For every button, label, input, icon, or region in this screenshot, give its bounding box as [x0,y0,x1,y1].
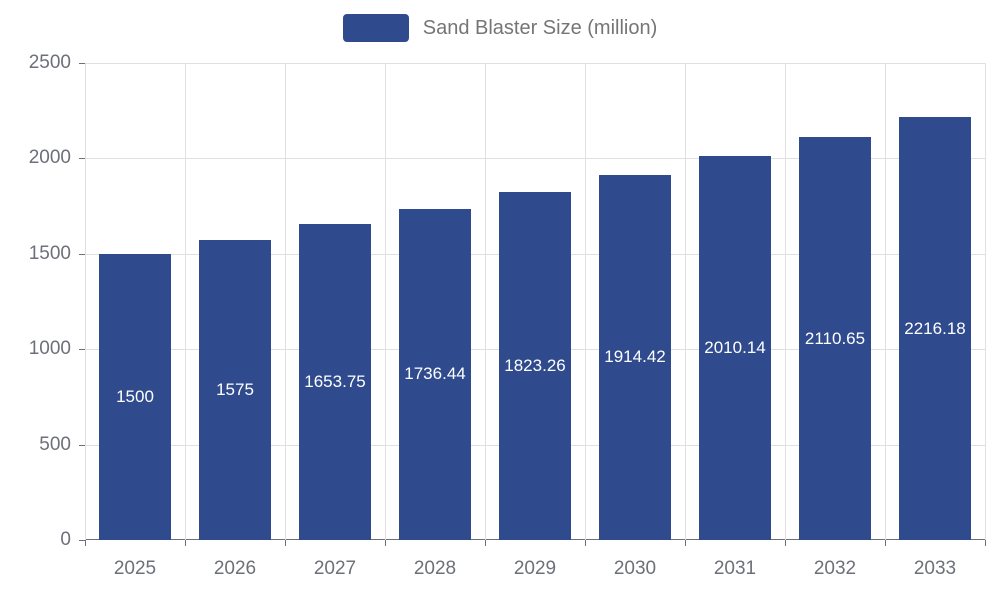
x-tick-mark [385,540,386,546]
x-tick-label: 2025 [113,558,157,579]
y-tick-label: 2000 [28,147,71,169]
x-tick-mark [885,540,886,546]
y-tick-label: 0 [60,529,71,550]
v-gridline [785,63,786,540]
bar [799,137,871,540]
x-tick-mark [785,540,786,546]
x-tick-mark [485,540,486,546]
x-tick-label: 2027 [313,558,357,579]
x-tick-mark [285,540,286,546]
legend-item[interactable]: Sand Blaster Size (million) [342,14,658,42]
bar [699,156,771,540]
x-tick-label: 2030 [613,558,657,579]
y-tick-mark [79,444,85,446]
x-tick-label: 2026 [213,558,257,579]
v-gridline [385,63,386,540]
y-tick-mark [79,63,85,64]
y-tick-label: 1000 [28,338,71,360]
h-gridline [85,63,985,64]
bar [499,192,571,540]
bar-value-label: 2216.18 [904,318,966,338]
h-gridline [85,158,985,160]
v-gridline [885,63,886,540]
bar-value-label: 2110.65 [804,328,866,348]
bar [599,174,671,540]
v-gridline [85,63,86,540]
y-tick-mark [79,349,85,351]
bar [399,208,471,540]
x-tick-label: 2029 [513,558,557,579]
x-tick-mark [85,540,86,546]
x-tick-mark [585,540,586,546]
bar [99,253,171,540]
v-gridline [985,63,986,540]
x-tick-mark [985,540,986,546]
bar-value-label: 1736.44 [404,364,466,384]
x-tick-mark [185,540,186,546]
y-tick-mark [79,253,85,255]
bar-value-label: 1653.75 [304,372,366,392]
y-tick-mark [79,158,85,160]
y-tick-label: 1500 [28,242,71,264]
v-gridline [185,63,186,540]
legend-swatch-icon [342,14,409,42]
bar-value-label: 1823.26 [504,356,566,376]
legend-label: Sand Blaster Size (million) [422,16,658,39]
y-tick-mark [79,540,85,541]
bar [299,224,371,540]
bar-value-label: 1575 [216,379,254,399]
legend: Sand Blaster Size (million) [0,14,1000,42]
x-tick-label: 2032 [813,558,857,579]
x-tick-label: 2031 [713,558,757,579]
v-gridline [485,63,486,540]
bar [899,117,971,540]
y-tick-label: 2500 [28,52,71,73]
y-tick-label: 500 [39,433,71,455]
x-tick-label: 2033 [913,558,957,579]
bar [199,239,271,540]
bar-value-label: 2010.14 [704,338,766,358]
plot-area: 0 500 1000 1500 2000 2500 1500 2025 1575 2026 1653… [29,52,986,579]
x-tick-label: 2028 [413,558,457,579]
v-gridline [685,63,686,540]
v-gridline [285,63,286,540]
bar-value-label: 1500 [116,386,154,406]
v-gridline [585,63,586,540]
bar-value-label: 1914.42 [604,347,666,367]
x-tick-mark [685,540,686,546]
